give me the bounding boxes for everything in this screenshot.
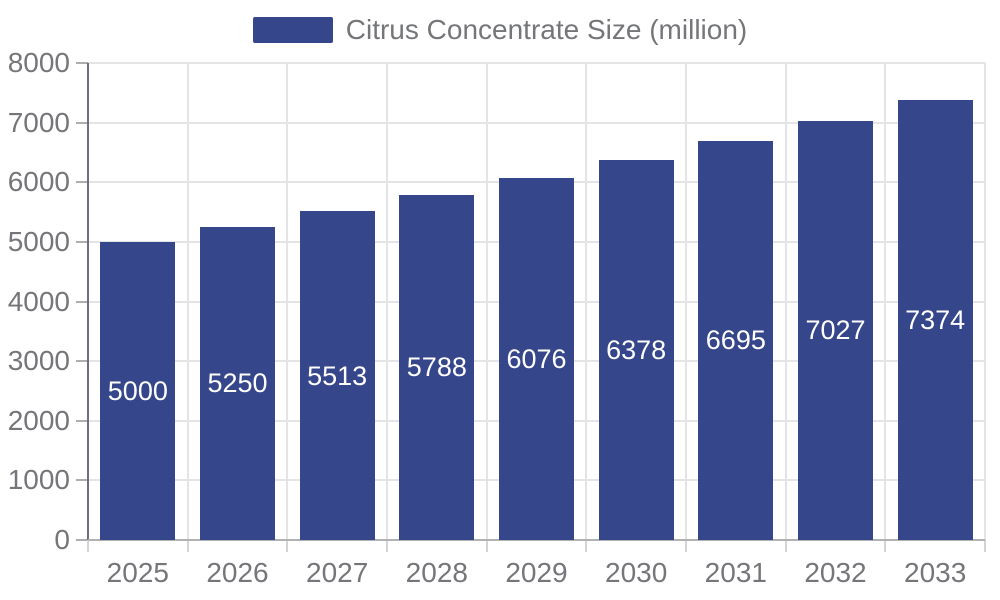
y-axis-tick-5000 bbox=[76, 240, 88, 243]
y-tick-label-4000: 4000 bbox=[7, 285, 70, 317]
y-axis-tick-6000 bbox=[76, 181, 88, 184]
x-tick-label-2030: 2030 bbox=[605, 557, 668, 588]
gridline-v-9 bbox=[984, 63, 986, 540]
gridline-h-7000 bbox=[88, 121, 985, 124]
legend-swatch bbox=[252, 17, 333, 43]
bar-value-label-2029: 6076 bbox=[506, 343, 567, 374]
gridline-v-2 bbox=[286, 63, 289, 540]
bar-2030: 6378 bbox=[598, 159, 674, 540]
x-axis-tick-0 bbox=[87, 540, 89, 552]
x-tick-label-2025: 2025 bbox=[106, 557, 169, 588]
x-tick-label-2029: 2029 bbox=[505, 557, 568, 588]
y-axis-tick-4000 bbox=[76, 300, 88, 303]
bar-value-label-2028: 5788 bbox=[406, 352, 467, 383]
y-axis-tick-7000 bbox=[76, 121, 88, 124]
bar-value-label-2030: 6378 bbox=[606, 334, 667, 365]
x-axis-tick-3 bbox=[386, 540, 388, 552]
bar-2029: 6076 bbox=[499, 177, 574, 540]
gridline-v-5 bbox=[585, 63, 588, 540]
x-axis-tick-4 bbox=[485, 540, 488, 552]
bar-2026: 5250 bbox=[200, 226, 275, 540]
x-axis-tick-5 bbox=[585, 540, 588, 552]
gridline-v-3 bbox=[386, 63, 388, 540]
x-tick-label-2031: 2031 bbox=[704, 557, 767, 588]
y-tick-label-3000: 3000 bbox=[7, 345, 70, 377]
legend-item[interactable]: Citrus Concentrate Size (million) bbox=[0, 14, 1000, 46]
y-tick-label-6000: 6000 bbox=[7, 166, 70, 198]
x-tick-label-2033: 2033 bbox=[904, 557, 967, 588]
x-axis-tick-8 bbox=[884, 540, 887, 552]
x-axis-line bbox=[88, 539, 985, 541]
y-axis-line bbox=[87, 63, 89, 540]
gridline-v-6 bbox=[685, 63, 687, 540]
y-tick-label-5000: 5000 bbox=[7, 225, 70, 257]
bar-2031: 6695 bbox=[698, 140, 774, 540]
x-axis-tick-1 bbox=[186, 540, 189, 552]
x-axis-tick-2 bbox=[286, 540, 289, 552]
bar-value-label-2031: 6695 bbox=[705, 325, 766, 356]
x-tick-label-2026: 2026 bbox=[206, 557, 269, 588]
y-tick-label-2000: 2000 bbox=[7, 404, 70, 436]
x-axis-tick-9 bbox=[984, 540, 986, 552]
legend-label: Citrus Concentrate Size (million) bbox=[345, 14, 748, 45]
bar-value-label-2032: 7027 bbox=[805, 315, 866, 346]
bar-2025: 5000 bbox=[100, 241, 176, 540]
y-tick-label-7000: 7000 bbox=[7, 106, 70, 138]
bar-value-label-2025: 5000 bbox=[107, 375, 168, 406]
gridline-v-4 bbox=[485, 63, 488, 540]
x-axis-tick-7 bbox=[784, 540, 787, 552]
x-tick-label-2028: 2028 bbox=[405, 557, 468, 588]
y-axis-tick-0 bbox=[76, 539, 88, 541]
gridline-v-8 bbox=[884, 63, 887, 540]
y-tick-label-1000: 1000 bbox=[7, 464, 70, 496]
gridline-v-7 bbox=[784, 63, 787, 540]
bar-value-label-2027: 5513 bbox=[307, 360, 368, 391]
x-axis-tick-6 bbox=[685, 540, 687, 552]
y-axis-tick-3000 bbox=[76, 360, 88, 363]
bar-2033: 7374 bbox=[897, 100, 973, 540]
x-tick-label-2032: 2032 bbox=[804, 557, 867, 588]
gridline-v-1 bbox=[186, 63, 189, 540]
bar-value-label-2026: 5250 bbox=[207, 368, 268, 399]
y-tick-label-0: 0 bbox=[54, 524, 70, 555]
bar-2027: 5513 bbox=[299, 211, 375, 540]
bar-value-label-2033: 7374 bbox=[905, 305, 966, 336]
gridline-h-8000 bbox=[88, 62, 985, 64]
y-axis-tick-2000 bbox=[76, 419, 88, 422]
y-axis-tick-1000 bbox=[76, 479, 88, 482]
bar-2028: 5788 bbox=[399, 194, 475, 540]
y-axis-tick-8000 bbox=[76, 62, 88, 64]
bar-2032: 7027 bbox=[798, 121, 873, 540]
x-tick-label-2027: 2027 bbox=[306, 557, 369, 588]
y-tick-label-8000: 8000 bbox=[7, 47, 70, 78]
